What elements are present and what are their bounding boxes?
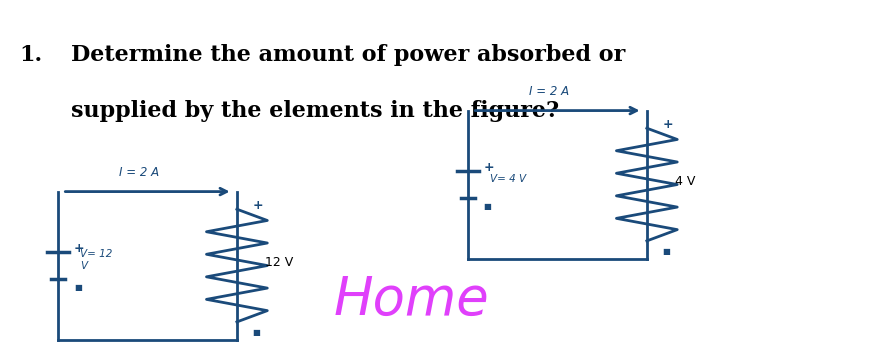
Text: +: + xyxy=(253,199,263,212)
Text: ■: ■ xyxy=(253,328,261,337)
Text: ■: ■ xyxy=(662,247,670,256)
Text: +: + xyxy=(484,161,494,174)
Text: I = 2 A: I = 2 A xyxy=(528,85,569,98)
Text: V= 12
V: V= 12 V xyxy=(80,250,112,271)
Text: 4 V: 4 V xyxy=(675,175,695,187)
Text: +: + xyxy=(662,118,673,131)
Text: V= 4 V: V= 4 V xyxy=(490,174,526,184)
Text: 12 V: 12 V xyxy=(265,256,293,268)
Text: +: + xyxy=(74,242,84,255)
Text: I = 2 A: I = 2 A xyxy=(119,166,159,179)
Text: supplied by the elements in the figure?: supplied by the elements in the figure? xyxy=(71,100,559,122)
Text: ■: ■ xyxy=(484,202,492,211)
Text: Home: Home xyxy=(333,273,489,326)
Text: ■: ■ xyxy=(74,283,81,292)
Text: 1.: 1. xyxy=(19,44,42,66)
Text: Determine the amount of power absorbed or: Determine the amount of power absorbed o… xyxy=(71,44,626,66)
